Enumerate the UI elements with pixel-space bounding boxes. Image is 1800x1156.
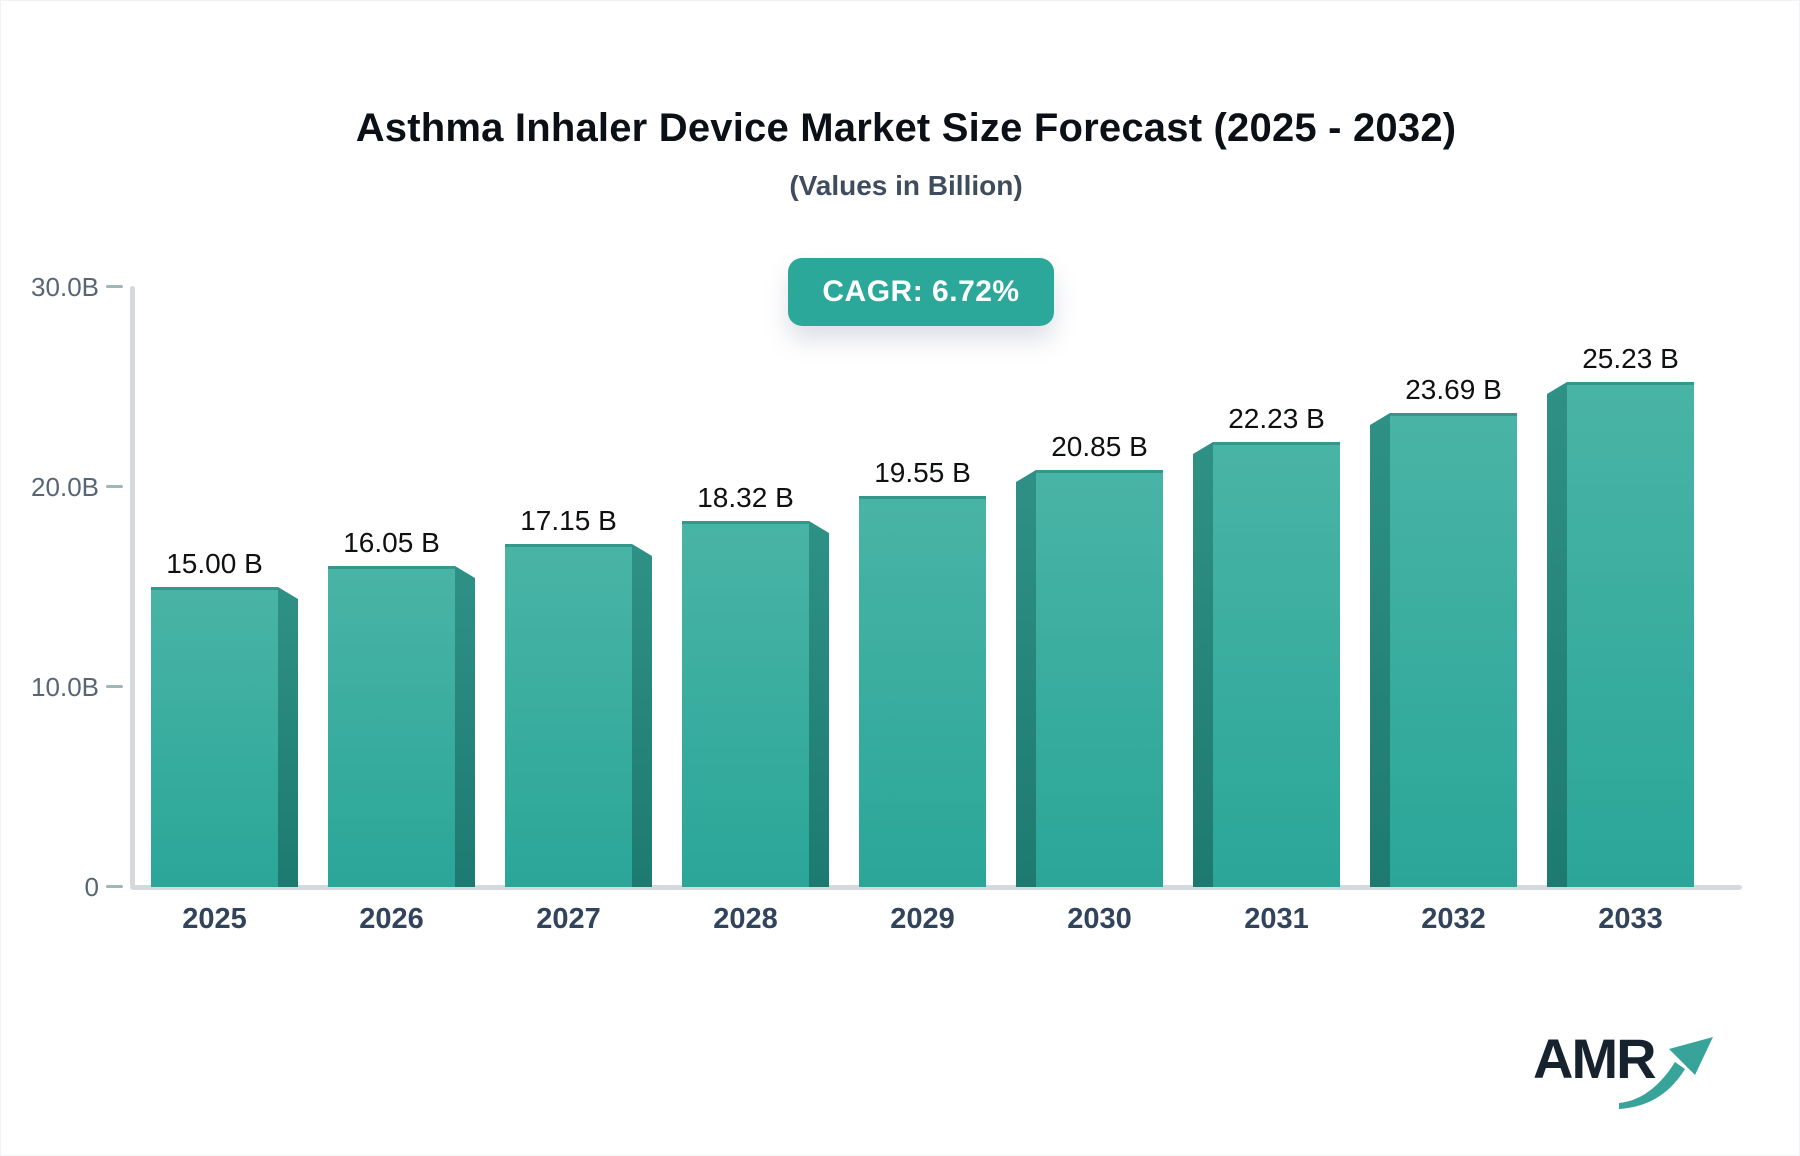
x-axis-label: 2032 — [1421, 903, 1486, 935]
bar-value-label: 16.05 B — [343, 527, 440, 558]
y-axis-label: 30.0B — [31, 272, 99, 302]
y-axis-label: 0 — [84, 872, 99, 902]
amr-logo: AMR — [1533, 1023, 1783, 1123]
bar-value-label: 22.23 B — [1228, 403, 1325, 434]
bar-side-face — [455, 566, 475, 887]
bar-side-face — [1016, 470, 1036, 887]
growth-arrow-icon — [1619, 1037, 1713, 1109]
bar-value-label: 25.23 B — [1582, 343, 1679, 374]
bar-2028 — [682, 521, 809, 887]
bar-side-face — [278, 587, 298, 887]
bar-value-label: 17.15 B — [520, 505, 617, 536]
bar-side-face — [1547, 382, 1567, 887]
bar-value-label: 20.85 B — [1051, 431, 1148, 462]
bar-side-face — [809, 521, 829, 887]
bar-2025 — [151, 587, 278, 887]
x-axis-label: 2026 — [359, 903, 424, 935]
y-axis-line — [130, 286, 135, 887]
x-axis-label: 2031 — [1244, 903, 1309, 935]
y-axis-tick — [106, 285, 123, 288]
bar-2031 — [1213, 442, 1340, 887]
x-axis-label: 2033 — [1598, 903, 1663, 935]
x-axis-label: 2030 — [1067, 903, 1132, 935]
bar-value-label: 19.55 B — [874, 457, 971, 488]
bar-2026 — [328, 566, 455, 887]
bar-2030 — [1036, 470, 1163, 887]
x-axis-label: 2028 — [713, 903, 778, 935]
bar-side-face — [1193, 442, 1213, 887]
cagr-badge: CAGR: 6.72% — [788, 258, 1054, 326]
bar-value-label: 18.32 B — [697, 482, 794, 513]
bar-2027 — [505, 544, 632, 887]
y-axis-tick — [106, 485, 123, 488]
y-axis-tick — [106, 885, 123, 888]
bar-2029 — [859, 496, 986, 887]
bar-value-label: 15.00 B — [166, 548, 263, 579]
x-axis-label: 2029 — [890, 903, 955, 935]
y-axis-label: 10.0B — [31, 672, 99, 702]
chart-title: Asthma Inhaler Device Market Size Foreca… — [355, 106, 1457, 150]
y-axis-label: 20.0B — [31, 472, 99, 502]
chart-subtitle: (Values in Billion) — [789, 170, 1023, 201]
bar-side-face — [632, 544, 652, 887]
amr-logo-text: AMR — [1533, 1027, 1657, 1090]
bar-2032 — [1390, 413, 1517, 887]
bar-2033 — [1567, 382, 1694, 887]
x-axis-line — [130, 885, 1742, 890]
cagr-label: CAGR: 6.72% — [822, 275, 1020, 308]
bar-value-label: 23.69 B — [1405, 374, 1502, 405]
y-axis-tick — [106, 685, 123, 688]
x-axis-label: 2027 — [536, 903, 601, 935]
bar-side-face — [1370, 413, 1390, 887]
x-axis-label: 2025 — [182, 903, 247, 935]
